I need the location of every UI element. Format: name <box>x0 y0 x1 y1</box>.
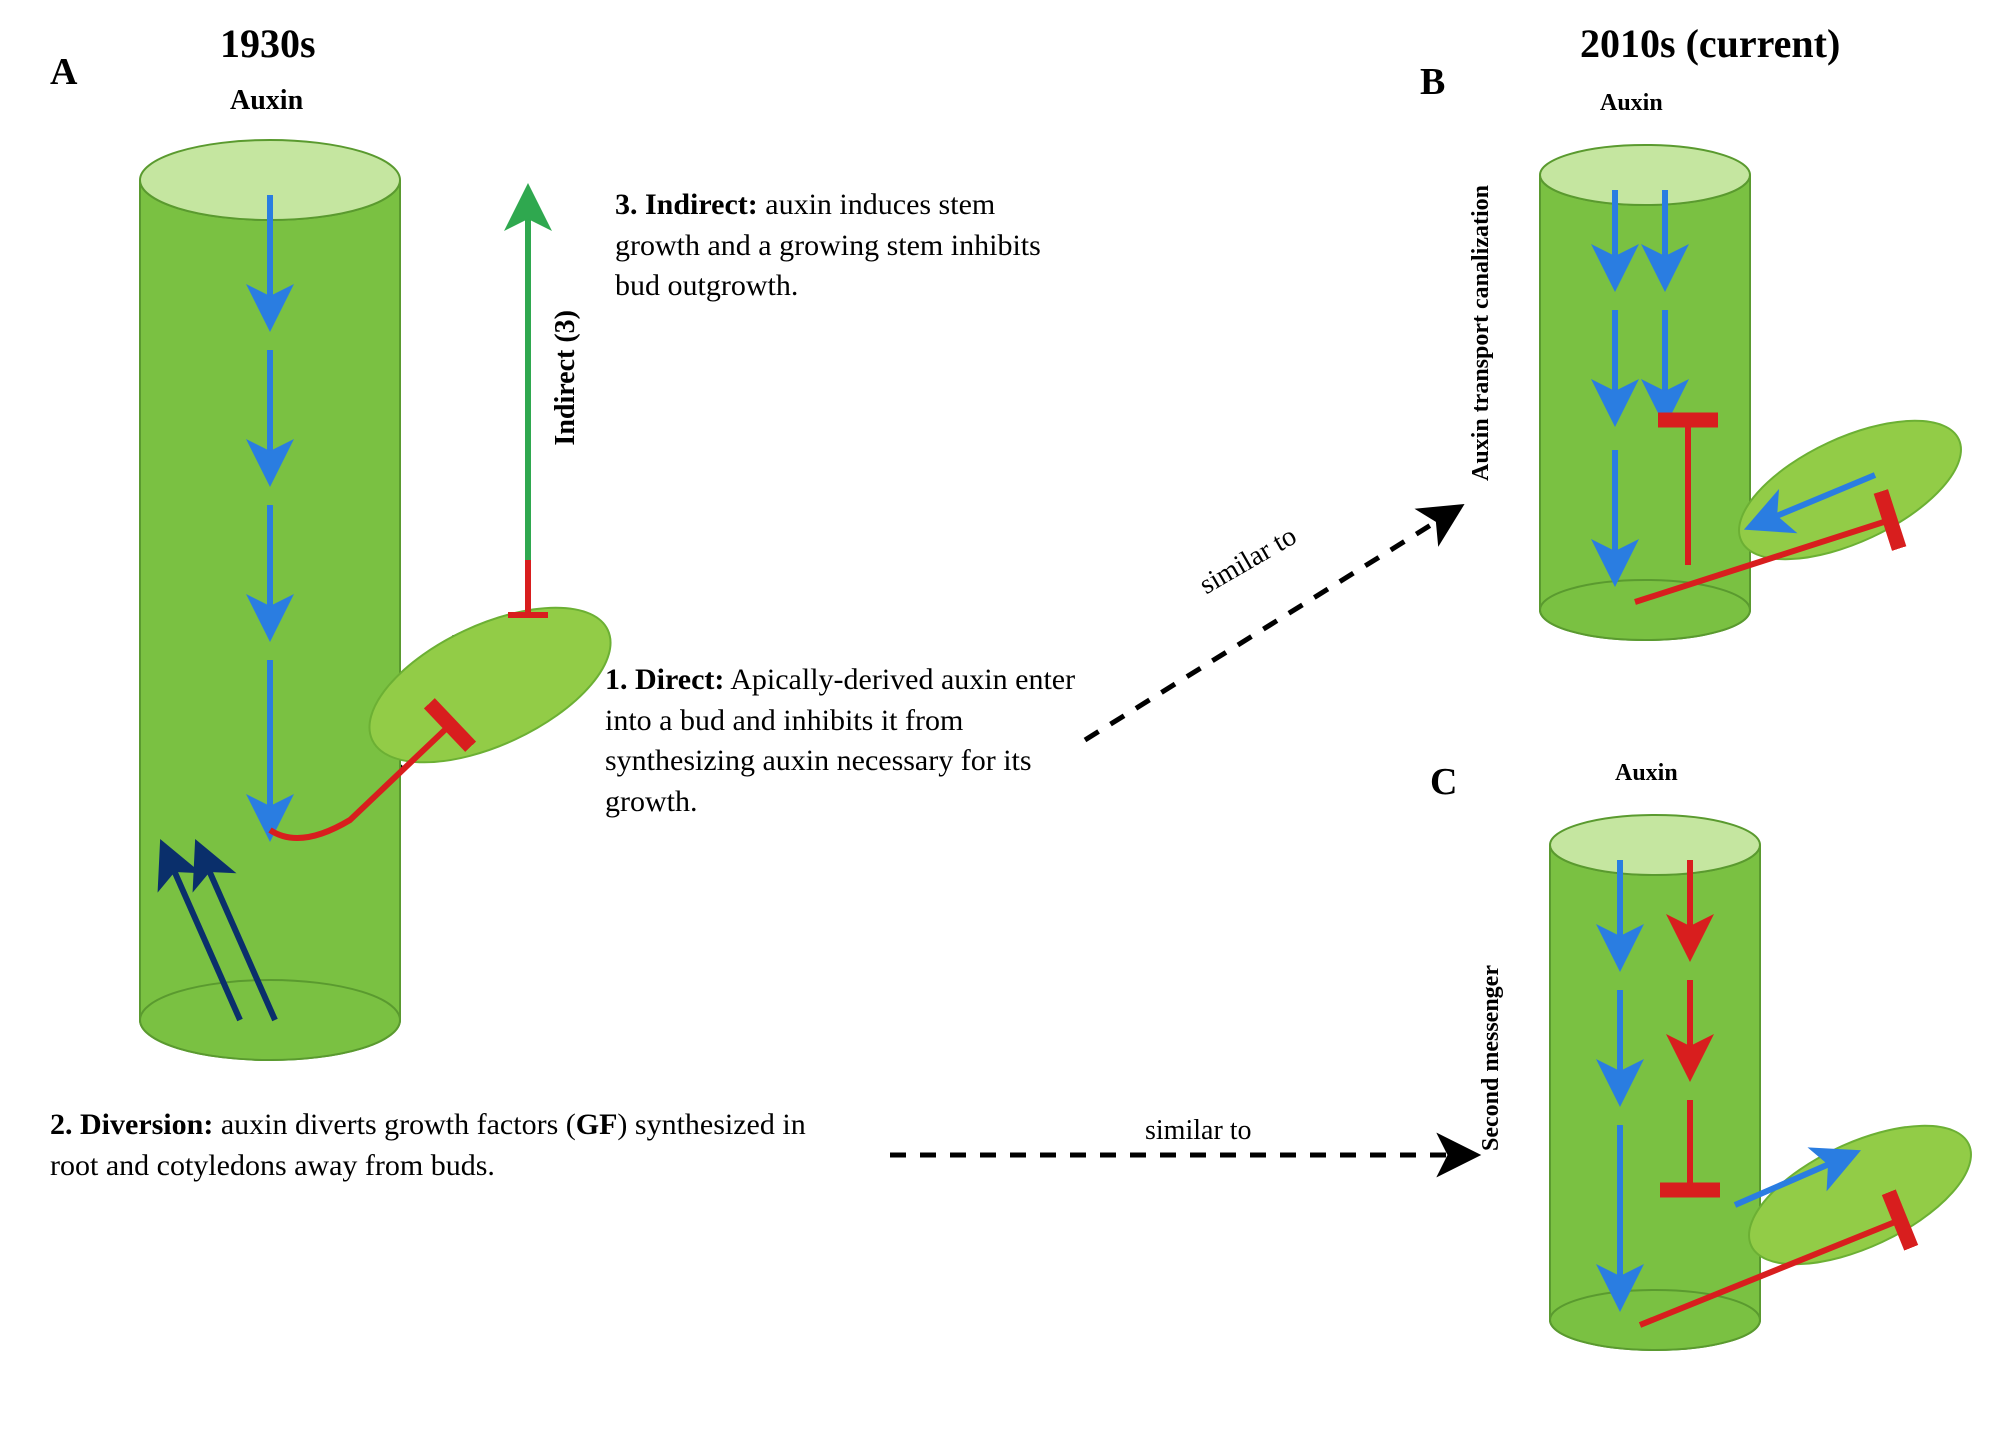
title-2010s: 2010s (current) <box>1580 20 1840 67</box>
label-auxin-A: Auxin <box>230 85 303 117</box>
text-diversion: 2. Diversion: auxin diverts growth facto… <box>50 1105 850 1186</box>
label-atc: Auxin transport canalization <box>1468 185 1495 481</box>
panelB-arrows <box>1615 190 1890 602</box>
label-auxin-Bbud: Auxin <box>1822 458 1890 509</box>
label-stem-B: Stem <box>1550 340 1602 367</box>
text-direct: 1. Direct: Apically-derived auxin enter … <box>605 660 1080 822</box>
panel-B: B <box>1420 60 1445 104</box>
label-sl-B: SL <box>1575 580 1604 607</box>
panelB-stem <box>1540 145 1750 640</box>
label-sm: Second messenger <box>1478 965 1505 1151</box>
title-1930s: 1930s <box>220 20 316 67</box>
text-indirect: 3. Indirect: auxin induces stem growth a… <box>615 185 1060 307</box>
panelC-bud <box>1729 1097 1990 1293</box>
label-cks: CKs <box>1660 1200 1705 1227</box>
panel-A: A <box>50 50 77 94</box>
label-diversion2: Diversion (2) <box>205 650 237 805</box>
diagram-root: 1930s 2010s (current) A B C Auxin Stem B… <box>20 20 1987 1401</box>
label-gf: GF <box>195 975 234 1007</box>
label-direct1: Direct (1) <box>316 731 429 820</box>
panel-C: C <box>1430 760 1457 804</box>
label-stem-A: Stem <box>150 390 211 422</box>
label-bud-B: Bud <box>1890 425 1933 452</box>
label-bud-C: Bud <box>1880 1135 1923 1162</box>
label-auxin-C: Auxin <box>1615 760 1678 787</box>
panelA-arrows <box>165 195 548 1020</box>
label-auxin-B: Auxin <box>1600 90 1663 117</box>
panelC-arrows <box>1620 860 1900 1325</box>
label-similar-1: similar to <box>1194 521 1302 602</box>
label-similar-2: similar to <box>1145 1115 1252 1147</box>
similar-connectors <box>890 510 1470 1155</box>
label-indirect3: Indirect (3) <box>550 310 582 446</box>
panelC-stem <box>1550 815 1760 1350</box>
label-stem-C: Stem <box>1560 1020 1612 1047</box>
label-bud-A: Bud <box>452 630 502 662</box>
panelA-stem <box>140 140 400 1060</box>
label-sl-C: SL <box>1585 1310 1614 1337</box>
